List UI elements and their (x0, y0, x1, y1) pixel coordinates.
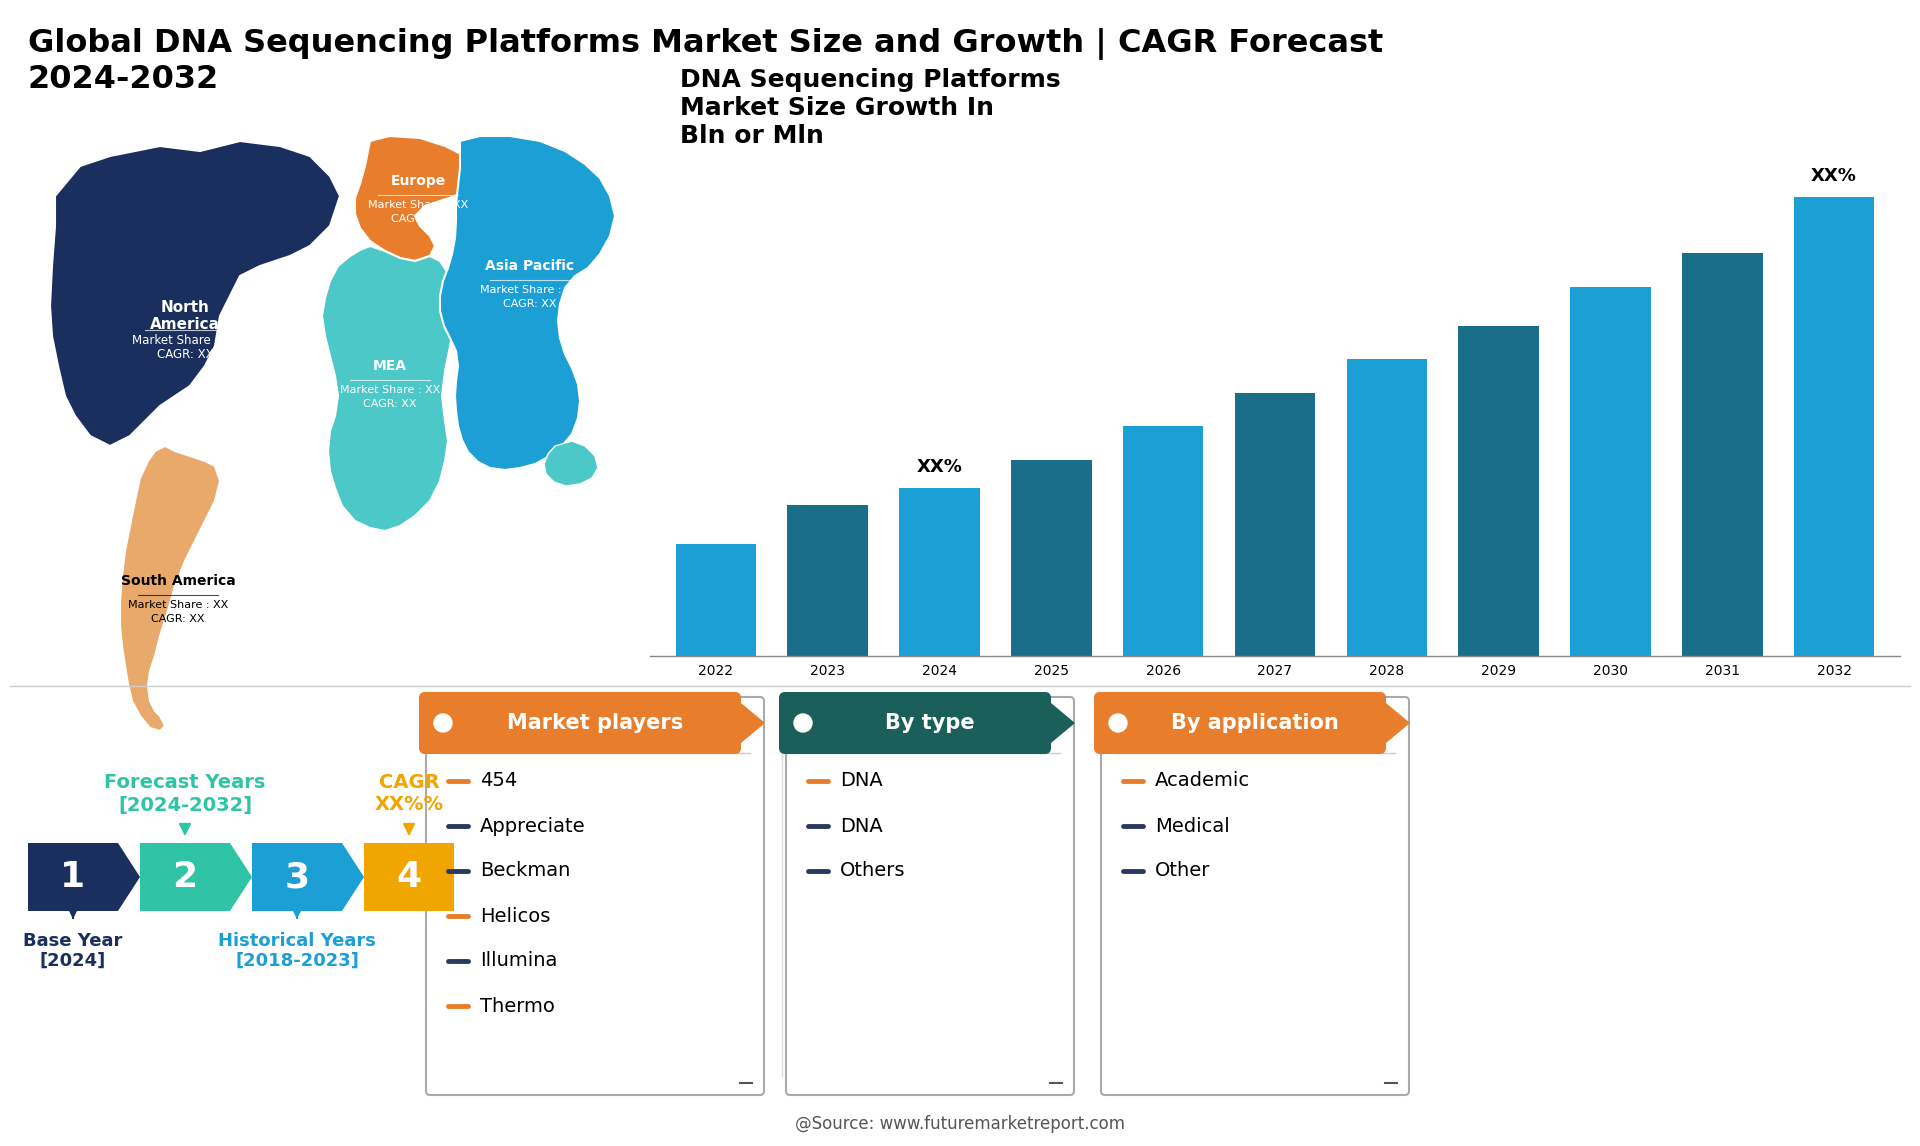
Text: CAGR: XX: CAGR: XX (392, 214, 445, 223)
Text: CAGR: CAGR (378, 774, 440, 793)
Text: XX%%: XX%% (374, 795, 444, 815)
Bar (1346, 360, 1427, 656)
Text: North
America: North America (150, 300, 221, 332)
FancyBboxPatch shape (426, 697, 764, 1094)
Bar (1793, 197, 1874, 656)
Polygon shape (230, 843, 252, 911)
Text: Other: Other (1156, 862, 1210, 880)
Text: 2023: 2023 (810, 664, 845, 678)
Text: Asia Pacific: Asia Pacific (486, 259, 574, 273)
Polygon shape (117, 843, 140, 911)
Circle shape (434, 714, 451, 732)
Bar (1682, 253, 1763, 656)
Text: South America: South America (121, 574, 236, 588)
Text: Base Year: Base Year (23, 932, 123, 950)
Text: 2025: 2025 (1033, 664, 1069, 678)
Text: 4: 4 (396, 860, 422, 894)
Polygon shape (1044, 698, 1075, 748)
Text: DNA: DNA (841, 816, 883, 835)
Text: Helicos: Helicos (480, 906, 551, 926)
Text: 3: 3 (284, 860, 309, 894)
FancyBboxPatch shape (29, 843, 117, 911)
Text: 2024: 2024 (922, 664, 956, 678)
Text: [2024]: [2024] (40, 952, 106, 970)
Text: 2022: 2022 (699, 664, 733, 678)
Polygon shape (543, 441, 597, 486)
Polygon shape (50, 141, 340, 446)
Text: Market Share : XX: Market Share : XX (132, 333, 238, 346)
Text: Market players: Market players (507, 713, 684, 733)
Text: MEA: MEA (372, 359, 407, 372)
FancyBboxPatch shape (365, 843, 453, 911)
Text: 2026: 2026 (1146, 664, 1181, 678)
Polygon shape (735, 698, 764, 748)
Bar (1235, 393, 1315, 656)
Text: Academic: Academic (1156, 771, 1250, 791)
Text: XX%: XX% (1811, 167, 1857, 185)
Text: 2032: 2032 (1816, 664, 1851, 678)
Text: Market Share : XX: Market Share : XX (129, 601, 228, 610)
Text: Appreciate: Appreciate (480, 816, 586, 835)
Polygon shape (1380, 698, 1409, 748)
FancyBboxPatch shape (780, 692, 1050, 754)
FancyBboxPatch shape (252, 843, 342, 911)
Text: 2: 2 (173, 860, 198, 894)
Text: DNA Sequencing Platforms: DNA Sequencing Platforms (680, 68, 1060, 92)
Text: 2024-2032: 2024-2032 (29, 64, 219, 95)
FancyBboxPatch shape (1094, 692, 1386, 754)
Polygon shape (323, 246, 455, 531)
Text: Market Share : XX: Market Share : XX (369, 201, 468, 210)
Text: 2030: 2030 (1594, 664, 1628, 678)
Text: CAGR: XX: CAGR: XX (363, 399, 417, 409)
Text: 2027: 2027 (1258, 664, 1292, 678)
FancyBboxPatch shape (1100, 697, 1409, 1094)
Text: Illumina: Illumina (480, 951, 557, 971)
Bar (787, 505, 868, 656)
Text: Medical: Medical (1156, 816, 1229, 835)
Text: By type: By type (885, 713, 975, 733)
Text: 2029: 2029 (1480, 664, 1517, 678)
Text: CAGR: XX: CAGR: XX (157, 347, 213, 361)
FancyBboxPatch shape (140, 843, 230, 911)
Text: 1: 1 (60, 860, 86, 894)
Text: CAGR: XX: CAGR: XX (152, 614, 205, 625)
Text: Bln or Mln: Bln or Mln (680, 124, 824, 148)
Text: [2024-2032]: [2024-2032] (117, 795, 252, 815)
Text: CAGR: XX: CAGR: XX (503, 299, 557, 309)
Bar (1459, 325, 1540, 656)
FancyBboxPatch shape (419, 692, 741, 754)
Text: Global DNA Sequencing Platforms Market Size and Growth | CAGR Forecast: Global DNA Sequencing Platforms Market S… (29, 28, 1382, 60)
Text: 454: 454 (480, 771, 516, 791)
Text: 2028: 2028 (1369, 664, 1404, 678)
Text: [2018-2023]: [2018-2023] (234, 952, 359, 970)
Circle shape (795, 714, 812, 732)
Circle shape (1110, 714, 1127, 732)
Text: Market Share : XX: Market Share : XX (480, 285, 580, 295)
Bar (676, 544, 756, 656)
Text: Thermo: Thermo (480, 997, 555, 1015)
Bar (899, 488, 979, 656)
Text: Forecast Years: Forecast Years (104, 774, 265, 793)
Polygon shape (355, 136, 474, 261)
Text: XX%: XX% (916, 458, 962, 476)
Text: 2031: 2031 (1705, 664, 1740, 678)
Text: DNA: DNA (841, 771, 883, 791)
Text: @Source: www.futuremarketreport.com: @Source: www.futuremarketreport.com (795, 1115, 1125, 1133)
Text: Market Share : XX: Market Share : XX (340, 385, 440, 395)
Text: Others: Others (841, 862, 906, 880)
Polygon shape (342, 843, 365, 911)
Bar (1012, 460, 1092, 656)
Text: Market Size Growth In: Market Size Growth In (680, 96, 995, 120)
FancyBboxPatch shape (785, 697, 1073, 1094)
Text: Europe: Europe (390, 174, 445, 188)
Bar (1571, 286, 1651, 656)
Bar (1123, 426, 1204, 656)
Polygon shape (119, 446, 221, 731)
Text: Historical Years: Historical Years (219, 932, 376, 950)
Polygon shape (440, 136, 614, 470)
Text: Beckman: Beckman (480, 862, 570, 880)
Text: By application: By application (1171, 713, 1338, 733)
